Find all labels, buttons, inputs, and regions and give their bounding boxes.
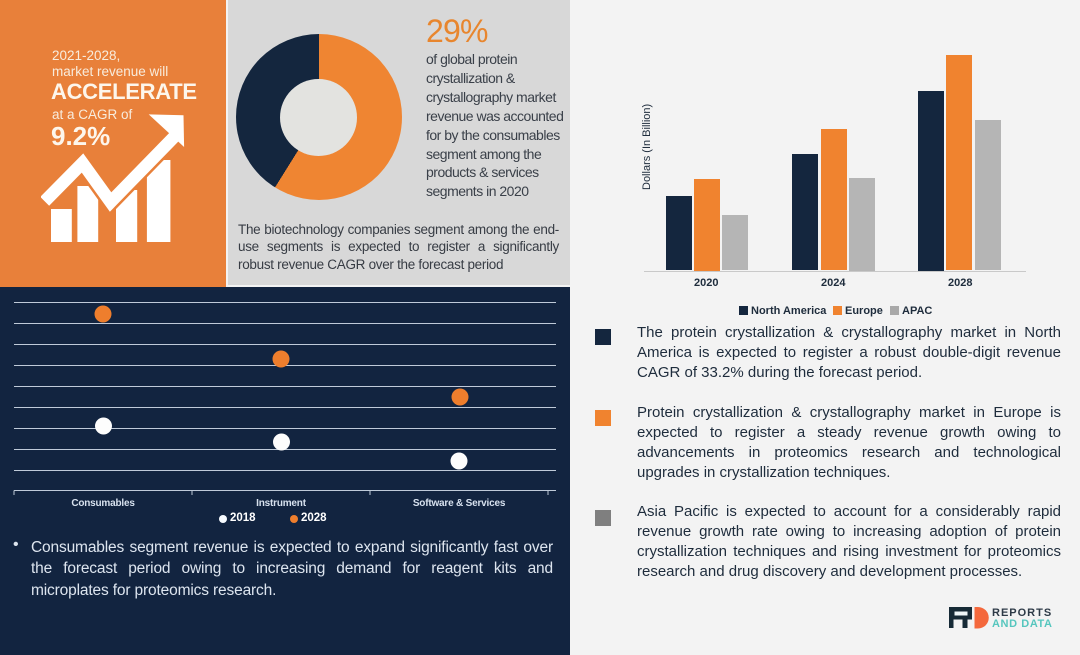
svg-text:REPORTS: REPORTS (992, 607, 1052, 619)
svg-text:AND DATA: AND DATA (992, 618, 1053, 630)
